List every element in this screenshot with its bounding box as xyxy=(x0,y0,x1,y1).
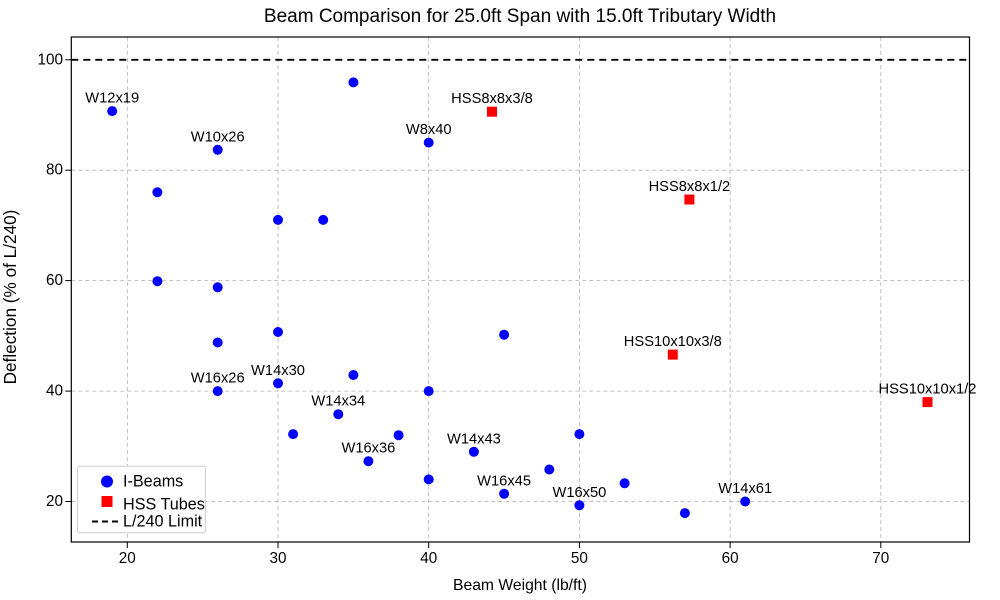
svg-text:W14x61: W14x61 xyxy=(718,481,772,497)
svg-text:20: 20 xyxy=(46,493,63,510)
svg-text:20: 20 xyxy=(119,550,136,567)
svg-text:W10x26: W10x26 xyxy=(191,129,245,145)
svg-text:W14x30: W14x30 xyxy=(251,363,305,379)
svg-text:HSS10x10x1/2: HSS10x10x1/2 xyxy=(879,382,977,398)
svg-text:W14x43: W14x43 xyxy=(447,431,501,447)
svg-text:W16x26: W16x26 xyxy=(191,371,245,387)
svg-text:50: 50 xyxy=(571,550,588,567)
svg-text:60: 60 xyxy=(46,272,63,289)
svg-text:40: 40 xyxy=(420,550,437,567)
svg-text:40: 40 xyxy=(46,383,63,400)
svg-text:L/240 Limit: L/240 Limit xyxy=(123,513,203,531)
svg-text:HSS10x10x3/8: HSS10x10x3/8 xyxy=(624,334,722,350)
svg-text:W12x19: W12x19 xyxy=(85,91,139,107)
svg-text:Beam Weight (lb/ft): Beam Weight (lb/ft) xyxy=(453,577,587,594)
svg-text:W8x40: W8x40 xyxy=(406,122,452,138)
svg-text:W16x36: W16x36 xyxy=(341,441,395,457)
svg-text:W16x50: W16x50 xyxy=(552,485,606,501)
svg-text:Deflection (% of L/240): Deflection (% of L/240) xyxy=(0,210,20,385)
svg-text:100: 100 xyxy=(37,51,63,68)
svg-text:HSS Tubes: HSS Tubes xyxy=(123,496,205,514)
svg-text:HSS8x8x1/2: HSS8x8x1/2 xyxy=(649,179,731,195)
svg-text:Beam Comparison for 25.0ft Spa: Beam Comparison for 25.0ft Span with 15.… xyxy=(264,6,776,27)
svg-text:W16x45: W16x45 xyxy=(477,473,531,489)
svg-text:HSS8x8x3/8: HSS8x8x3/8 xyxy=(451,91,533,107)
svg-text:30: 30 xyxy=(269,550,286,567)
svg-text:I-Beams: I-Beams xyxy=(123,473,183,491)
svg-text:W14x34: W14x34 xyxy=(311,394,365,410)
svg-text:80: 80 xyxy=(46,162,63,179)
svg-text:70: 70 xyxy=(872,550,889,567)
svg-text:60: 60 xyxy=(722,550,739,567)
